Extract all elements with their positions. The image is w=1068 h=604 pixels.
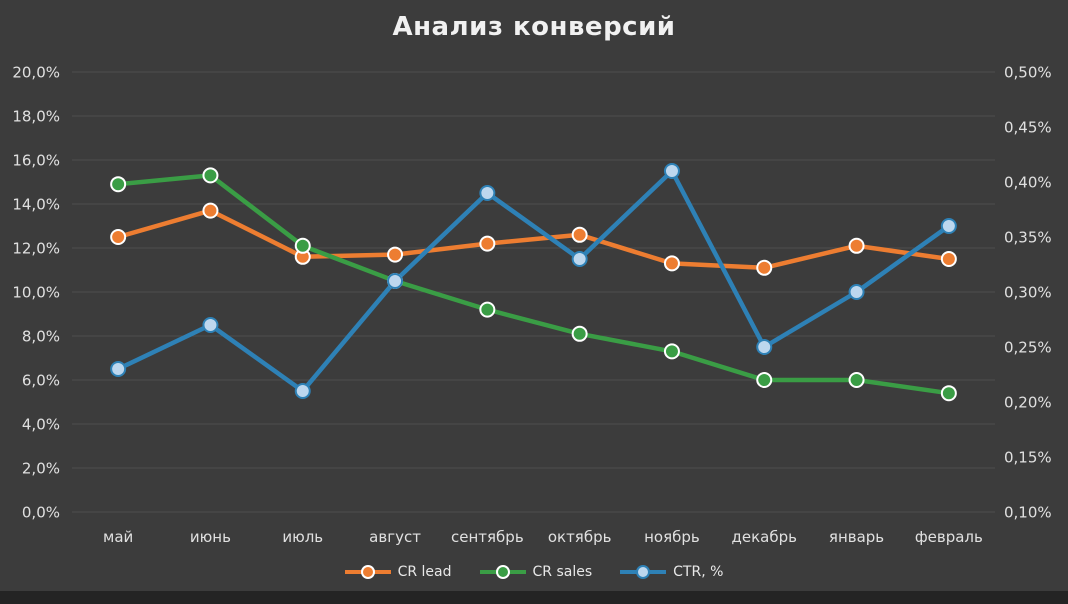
legend-item-ctr-[interactable]: CTR, % [620,564,723,580]
y-axis-left-label: 18,0% [12,107,60,125]
series-marker-cr-lead [387,246,404,263]
series-marker-cr-lead [479,235,496,252]
x-axis-label: январь [829,528,884,546]
y-axis-left-label: 4,0% [22,415,60,433]
series-marker-cr-sales [202,167,219,184]
legend-item-cr-sales[interactable]: CR sales [479,564,593,580]
x-axis-label: июнь [190,528,231,546]
series-marker-cr-lead [756,259,773,276]
x-axis-label: август [369,528,421,546]
x-axis-label: июль [282,528,323,546]
y-axis-left-label: 12,0% [12,239,60,257]
y-axis-left-label: 8,0% [22,327,60,345]
legend-label: CTR, % [673,564,724,580]
series-marker-cr-lead [848,237,865,254]
legend-swatch-icon [479,565,526,579]
series-line-cr-lead [115,208,952,271]
series-marker-cr-lead [940,251,957,267]
y-axis-right-label: 0,15% [1004,448,1052,466]
x-axis-label: ноябрь [644,528,700,546]
series-marker-ctr- [110,361,127,377]
y-axis-left-label: 14,0% [12,195,60,213]
series-marker-ctr- [479,185,496,201]
x-axis-label: декабрь [732,528,797,546]
bottom-bar [0,591,1068,604]
x-axis-label: октябрь [548,528,612,546]
y-axis-left-label: 2,0% [22,459,60,477]
y-axis-right-label: 0,20% [1004,393,1052,411]
series-marker-ctr- [202,317,219,333]
legend-label: CR lead [397,564,452,580]
legend-swatch-icon [620,565,667,579]
chart-legend: CR lead CR sales CTR, % [0,564,1068,580]
series-marker-ctr- [387,273,404,289]
x-axis-label: сентябрь [451,528,524,546]
series-marker-cr-sales [663,343,680,360]
series-marker-cr-sales [571,325,588,342]
series-marker-cr-sales [848,372,865,388]
x-axis-label: февраль [915,528,983,546]
y-axis-right-label: 0,50% [1004,63,1052,81]
series-marker-cr-sales [110,176,127,193]
y-axis-left-label: 6,0% [22,371,60,389]
y-axis-left-label: 10,0% [12,283,60,301]
y-axis-left-label: 20,0% [12,63,60,81]
y-axis-right-label: 0,25% [1004,338,1052,356]
series-marker-ctr- [663,163,680,179]
series-line-ctr- [115,168,952,394]
series-marker-ctr- [294,383,311,399]
series-marker-ctr- [756,339,773,355]
legend-item-cr-lead[interactable]: CR lead [344,564,452,580]
series-marker-cr-sales [756,372,773,388]
chart-title: Анализ конверсий [392,12,676,42]
series-marker-cr-lead [202,202,219,219]
series-marker-cr-lead [571,226,588,243]
y-axis-right-label: 0,45% [1004,118,1052,136]
series-marker-cr-sales [479,301,496,318]
y-axis-left-label: 16,0% [12,151,60,169]
series-marker-cr-sales [940,385,957,402]
y-axis-right-label: 0,40% [1004,173,1052,191]
series-marker-cr-lead [110,229,127,245]
series-line-cr-sales [115,173,952,396]
x-axis-label: май [103,528,133,546]
y-axis-right-label: 0,10% [1004,503,1052,521]
series-marker-ctr- [848,284,865,300]
series-marker-cr-sales [294,237,311,254]
y-axis-right-label: 0,35% [1004,228,1052,246]
y-axis-right-label: 0,30% [1004,283,1052,301]
y-axis-left-label: 0,0% [22,503,60,521]
series-marker-cr-lead [663,255,680,272]
series-marker-ctr- [940,218,957,234]
series-marker-ctr- [571,251,588,267]
legend-label: CR sales [532,564,593,580]
legend-swatch-icon [344,565,391,579]
